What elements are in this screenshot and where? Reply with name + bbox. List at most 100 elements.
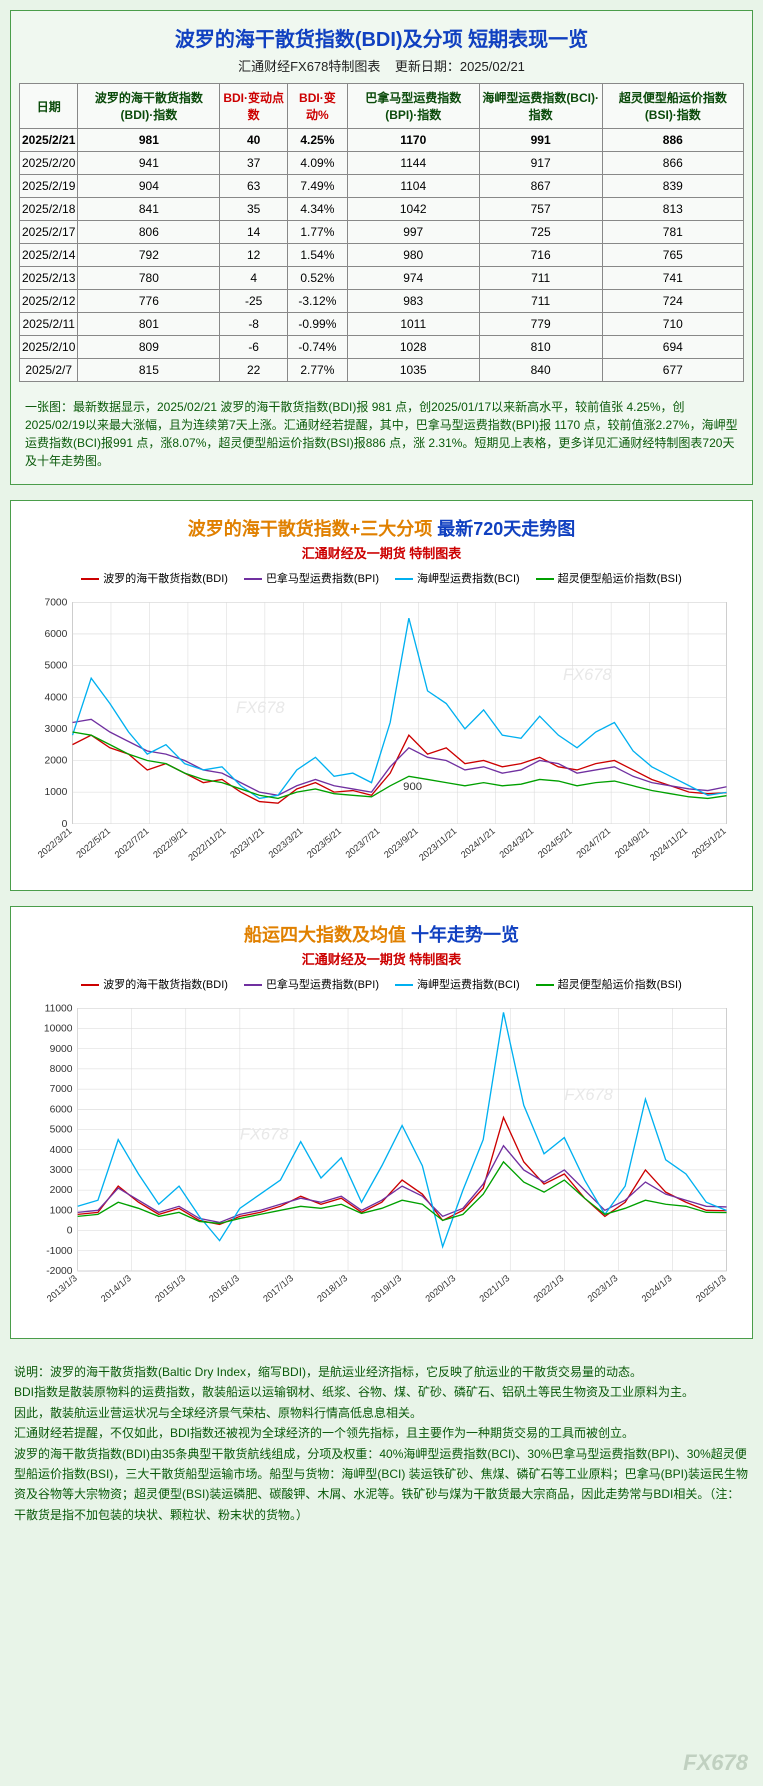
svg-text:FX678: FX678: [240, 1126, 289, 1144]
col-header: 波罗的海干散货指数(BDI)·指数: [78, 84, 220, 129]
svg-text:2000: 2000: [44, 756, 67, 767]
svg-text:5000: 5000: [44, 661, 67, 672]
svg-text:3000: 3000: [50, 1165, 73, 1176]
svg-text:8000: 8000: [50, 1064, 73, 1075]
svg-text:2023/1/3: 2023/1/3: [586, 1273, 620, 1304]
svg-text:2024/5/21: 2024/5/21: [536, 826, 574, 860]
chart720-subtitle: 汇通财经及一期货 特制图表: [21, 543, 742, 562]
footer-line: 波罗的海干散货指数(BDI)由35条典型干散货航线组成，分项及权重：40%海岬型…: [14, 1444, 749, 1526]
svg-text:2024/3/21: 2024/3/21: [498, 826, 536, 860]
chart10y-legend: 波罗的海干散货指数(BDI) 巴拿马型运费指数(BPI) 海岬型运费指数(BCI) 超…: [21, 976, 742, 992]
table-row: 2025/2/14792121.54%980716765: [20, 244, 744, 267]
svg-text:2022/11/21: 2022/11/21: [186, 826, 227, 863]
svg-text:2023/3/21: 2023/3/21: [267, 826, 305, 860]
table-row: 2025/2/11801-8-0.99%1011779710: [20, 313, 744, 336]
svg-text:4000: 4000: [44, 692, 67, 703]
svg-text:2021/1/3: 2021/1/3: [478, 1273, 512, 1304]
svg-text:2015/1/3: 2015/1/3: [153, 1273, 187, 1304]
svg-text:3000: 3000: [44, 724, 67, 735]
chart-720-panel: 波罗的海干散货指数+三大分项 最新720天走势图 汇通财经及一期货 特制图表 波…: [10, 500, 753, 891]
svg-text:2022/5/21: 2022/5/21: [74, 826, 112, 860]
chart10y-svg: -2000-1000010002000300040005000600070008…: [21, 998, 742, 1328]
svg-text:7000: 7000: [44, 597, 67, 608]
table-panel: 波罗的海干散货指数(BDI)及分项 短期表现一览 汇通财经FX678特制图表 更…: [10, 10, 753, 485]
svg-text:2020/1/3: 2020/1/3: [423, 1273, 457, 1304]
svg-text:2022/3/21: 2022/3/21: [36, 826, 74, 860]
col-header: BDI·变动%: [287, 84, 347, 129]
legend-item: 巴拿马型运费指数(BPI): [244, 976, 379, 992]
svg-text:2024/7/21: 2024/7/21: [574, 826, 612, 860]
legend-item: 波罗的海干散货指数(BDI): [81, 570, 228, 586]
svg-text:2023/9/21: 2023/9/21: [382, 826, 420, 860]
svg-text:7000: 7000: [50, 1085, 73, 1096]
svg-text:4000: 4000: [50, 1145, 73, 1156]
table-row: 2025/2/10809-6-0.74%1028810694: [20, 336, 744, 359]
svg-text:2024/1/21: 2024/1/21: [459, 826, 497, 860]
svg-text:2024/11/21: 2024/11/21: [648, 826, 689, 863]
svg-text:FX678: FX678: [563, 666, 612, 684]
svg-text:2016/1/3: 2016/1/3: [207, 1273, 241, 1304]
chart720-svg: 010002000300040005000600070002022/3/2120…: [21, 592, 742, 880]
svg-text:10000: 10000: [44, 1024, 73, 1035]
footer-line: 汇通财经若提醒，不仅如此，BDI指数还被视为全球经济的一个领先指标，且主要作为一…: [14, 1423, 749, 1443]
svg-text:2024/9/21: 2024/9/21: [613, 826, 651, 860]
table-row: 2025/2/18841354.34%1042757813: [20, 198, 744, 221]
footer-line: 因此，散装航运业营运状况与全球经济景气荣枯、原物料行情高低息息相关。: [14, 1403, 749, 1423]
svg-text:2018/1/3: 2018/1/3: [315, 1273, 349, 1304]
col-header: 日期: [20, 84, 78, 129]
bdi-table: 日期波罗的海干散货指数(BDI)·指数BDI·变动点数BDI·变动%巴拿马型运费…: [19, 83, 744, 382]
svg-text:2019/1/3: 2019/1/3: [369, 1273, 403, 1304]
svg-text:2014/1/3: 2014/1/3: [99, 1273, 133, 1304]
table-row: 2025/2/21981404.25%1170991886: [20, 129, 744, 152]
svg-text:2000: 2000: [50, 1186, 73, 1197]
svg-text:2023/11/21: 2023/11/21: [417, 826, 458, 863]
table-row: 2025/2/7815222.77%1035840677: [20, 359, 744, 382]
table-summary: 一张图：最新数据显示，2025/02/21 波罗的海干散货指数(BDI)报 98…: [19, 392, 744, 476]
legend-item: 超灵便型船运价指数(BSI): [536, 570, 682, 586]
chart720-title: 波罗的海干散货指数+三大分项 最新720天走势图: [21, 515, 742, 541]
svg-text:FX678: FX678: [236, 699, 285, 717]
table-row: 2025/2/12776-25-3.12%983711724: [20, 290, 744, 313]
legend-item: 波罗的海干散货指数(BDI): [81, 976, 228, 992]
col-header: 超灵便型船运价指数(BSI)·指数: [602, 84, 743, 129]
footer-line: 说明：波罗的海干散货指数(Baltic Dry Index，缩写BDI)，是航运…: [14, 1362, 749, 1382]
svg-text:1000: 1000: [50, 1206, 73, 1217]
svg-text:6000: 6000: [44, 629, 67, 640]
svg-text:FX678: FX678: [564, 1087, 613, 1105]
svg-text:2023/7/21: 2023/7/21: [344, 826, 382, 860]
legend-item: 海岬型运费指数(BCI): [395, 570, 520, 586]
svg-text:2022/9/21: 2022/9/21: [151, 826, 189, 860]
table-row: 2025/2/19904637.49%1104867839: [20, 175, 744, 198]
svg-text:2023/5/21: 2023/5/21: [305, 826, 343, 860]
svg-text:2022/1/3: 2022/1/3: [532, 1273, 566, 1304]
svg-text:-1000: -1000: [46, 1246, 73, 1257]
svg-text:6000: 6000: [50, 1105, 73, 1116]
svg-text:5000: 5000: [50, 1125, 73, 1136]
svg-text:2017/1/3: 2017/1/3: [261, 1273, 295, 1304]
legend-item: 巴拿马型运费指数(BPI): [244, 570, 379, 586]
svg-text:0: 0: [67, 1226, 73, 1237]
svg-text:2025/1/21: 2025/1/21: [690, 826, 728, 860]
table-row: 2025/2/20941374.09%1144917866: [20, 152, 744, 175]
col-header: BDI·变动点数: [220, 84, 288, 129]
chart10y-subtitle: 汇通财经及一期货 特制图表: [21, 949, 742, 968]
svg-text:1000: 1000: [44, 787, 67, 798]
footer-line: BDI指数是散装原物料的运费指数，散装船运以运输钢材、纸浆、谷物、煤、矿砂、磷矿…: [14, 1382, 749, 1402]
legend-item: 超灵便型船运价指数(BSI): [536, 976, 682, 992]
svg-text:9000: 9000: [50, 1044, 73, 1055]
svg-text:2023/1/21: 2023/1/21: [228, 826, 266, 860]
table-row: 2025/2/17806141.77%997725781: [20, 221, 744, 244]
col-header: 海岬型运费指数(BCI)·指数: [479, 84, 602, 129]
svg-text:2025/1/3: 2025/1/3: [694, 1273, 728, 1304]
chart720-legend: 波罗的海干散货指数(BDI) 巴拿马型运费指数(BPI) 海岬型运费指数(BCI) 超…: [21, 570, 742, 586]
footer-explanation: 说明：波罗的海干散货指数(Baltic Dry Index，缩写BDI)，是航运…: [10, 1354, 753, 1533]
svg-text:2022/7/21: 2022/7/21: [113, 826, 151, 860]
table-subtitle: 汇通财经FX678特制图表 更新日期：2025/02/21: [19, 56, 744, 75]
legend-item: 海岬型运费指数(BCI): [395, 976, 520, 992]
chart-10y-panel: 船运四大指数及均值 十年走势一览 汇通财经及一期货 特制图表 波罗的海干散货指数…: [10, 906, 753, 1339]
table-title: 波罗的海干散货指数(BDI)及分项 短期表现一览: [19, 23, 744, 52]
table-row: 2025/2/1378040.52%974711741: [20, 267, 744, 290]
watermark: FX678: [683, 1750, 748, 1776]
svg-text:900: 900: [403, 781, 422, 793]
col-header: 巴拿马型运费指数(BPI)·指数: [347, 84, 479, 129]
